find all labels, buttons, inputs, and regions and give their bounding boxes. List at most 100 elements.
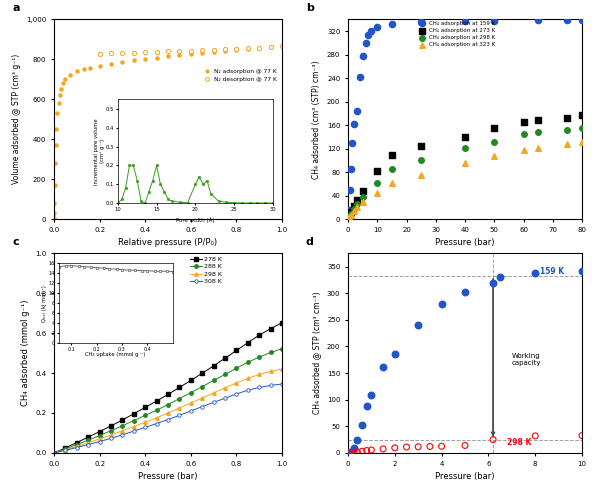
- 308 K: [62, 448, 69, 453]
- 298 K: [256, 372, 263, 377]
- Point: [367, 446, 376, 454]
- CH₄ adsorption at 273 K: [387, 150, 397, 158]
- 278 K: [244, 340, 251, 346]
- CH₄ adsorption at 298 K: [577, 124, 587, 132]
- CH₄ adsorption at 273 K: [563, 114, 572, 122]
- 288 K: [107, 428, 115, 433]
- 308 K: [96, 439, 103, 445]
- CH₄ adsorption at 323 K: [490, 152, 499, 160]
- 298 K: [50, 450, 58, 456]
- N₂ desorption @ 77 K: [199, 47, 206, 53]
- Point: [460, 288, 470, 296]
- N₂ desorption @ 77 K: [278, 43, 286, 49]
- Point: [413, 443, 423, 450]
- 278 K: [256, 332, 263, 338]
- CH₄ adsorption at 298 K: [518, 130, 529, 138]
- CH₄ adsorption at 159 K: [533, 16, 543, 24]
- 288 K: [62, 446, 69, 452]
- CH₄ adsorption at 273 K: [344, 212, 354, 220]
- CH₄ adsorption at 273 K: [343, 215, 353, 223]
- N₂ desorption @ 77 K: [233, 46, 240, 52]
- 308 K: [199, 404, 206, 410]
- Y-axis label: Volume adsorbed @ STP (cm³ g⁻¹): Volume adsorbed @ STP (cm³ g⁻¹): [11, 54, 20, 185]
- 308 K: [256, 385, 263, 391]
- 308 K: [73, 445, 80, 450]
- CH₄ adsorption at 298 K: [358, 193, 367, 201]
- N₂ adsorption @ 77 K: [278, 43, 286, 49]
- N₂ adsorption @ 77 K: [130, 57, 137, 63]
- X-axis label: Pressure (bar): Pressure (bar): [435, 238, 495, 247]
- CH₄ adsorption at 159 K: [344, 206, 354, 214]
- 308 K: [187, 408, 194, 414]
- 298 K: [176, 405, 183, 411]
- Point: [367, 392, 376, 399]
- Point: [402, 443, 412, 451]
- 298 K: [233, 380, 240, 386]
- 308 K: [119, 432, 126, 438]
- Legend: 278 K, 288 K, 298 K, 308 K: 278 K, 288 K, 298 K, 308 K: [187, 254, 224, 286]
- N₂ adsorption @ 77 K: [107, 61, 115, 67]
- N₂ adsorption @ 77 K: [96, 63, 103, 69]
- 278 K: [73, 440, 80, 446]
- Point: [488, 436, 498, 444]
- 308 K: [278, 381, 286, 387]
- CH₄ adsorption at 159 K: [355, 73, 365, 81]
- CH₄ adsorption at 159 K: [344, 212, 353, 220]
- N₂ desorption @ 77 K: [187, 48, 194, 54]
- N₂ desorption @ 77 K: [164, 49, 172, 55]
- Point: [353, 448, 362, 456]
- N₂ adsorption @ 77 K: [199, 51, 206, 56]
- 288 K: [233, 365, 240, 371]
- X-axis label: Pressure (bar): Pressure (bar): [138, 472, 198, 481]
- 308 K: [267, 382, 274, 388]
- Point: [379, 445, 388, 453]
- CH₄ adsorption at 323 K: [387, 179, 397, 187]
- 288 K: [73, 442, 80, 448]
- Point: [362, 447, 371, 454]
- N₂ adsorption @ 77 K: [267, 44, 274, 50]
- 298 K: [221, 385, 229, 391]
- CH₄ adsorption at 298 K: [344, 214, 353, 222]
- CH₄ adsorption at 323 K: [460, 159, 470, 167]
- Text: Working
capacity: Working capacity: [512, 353, 541, 366]
- 308 K: [153, 421, 160, 427]
- 278 K: [62, 445, 69, 451]
- CH₄ adsorption at 159 K: [387, 20, 397, 28]
- Text: d: d: [306, 237, 314, 247]
- CH₄ adsorption at 323 K: [343, 215, 353, 223]
- CH₄ adsorption at 273 K: [460, 133, 470, 141]
- CH₄ adsorption at 323 K: [416, 171, 426, 179]
- Point: [346, 448, 355, 456]
- CH₄ adsorption at 298 K: [490, 138, 499, 146]
- CH₄ adsorption at 159 K: [460, 18, 470, 25]
- CH₄ adsorption at 159 K: [352, 107, 362, 114]
- 298 K: [267, 369, 274, 375]
- CH₄ adsorption at 323 K: [346, 211, 356, 219]
- 308 K: [210, 399, 217, 405]
- CH₄ adsorption at 323 K: [533, 144, 543, 151]
- 288 K: [221, 372, 229, 377]
- 288 K: [119, 423, 126, 429]
- X-axis label: Relative pressure (P/P₀): Relative pressure (P/P₀): [118, 238, 218, 247]
- CH₄ adsorption at 273 K: [349, 202, 359, 210]
- N₂ adsorption @ 77 K: [142, 56, 149, 62]
- 298 K: [107, 432, 115, 438]
- CH₄ adsorption at 159 K: [563, 16, 572, 24]
- N₂ adsorption @ 77 K: [52, 142, 59, 148]
- 288 K: [176, 395, 183, 401]
- N₂ adsorption @ 77 K: [57, 87, 64, 93]
- CH₄ adsorption at 323 K: [358, 198, 367, 206]
- Line: 278 K: 278 K: [52, 321, 284, 455]
- CH₄ adsorption at 323 K: [344, 214, 353, 222]
- CH₄ adsorption at 159 K: [364, 31, 373, 38]
- 288 K: [199, 384, 206, 390]
- Point: [530, 432, 540, 440]
- 278 K: [153, 398, 160, 404]
- N₂ desorption @ 77 K: [176, 48, 183, 54]
- Text: 159 K: 159 K: [540, 267, 564, 277]
- CH₄ adsorption at 273 K: [533, 116, 543, 124]
- Line: 308 K: 308 K: [52, 382, 284, 455]
- 288 K: [267, 350, 274, 356]
- N₂ desorption @ 77 K: [221, 47, 229, 53]
- Point: [357, 421, 367, 429]
